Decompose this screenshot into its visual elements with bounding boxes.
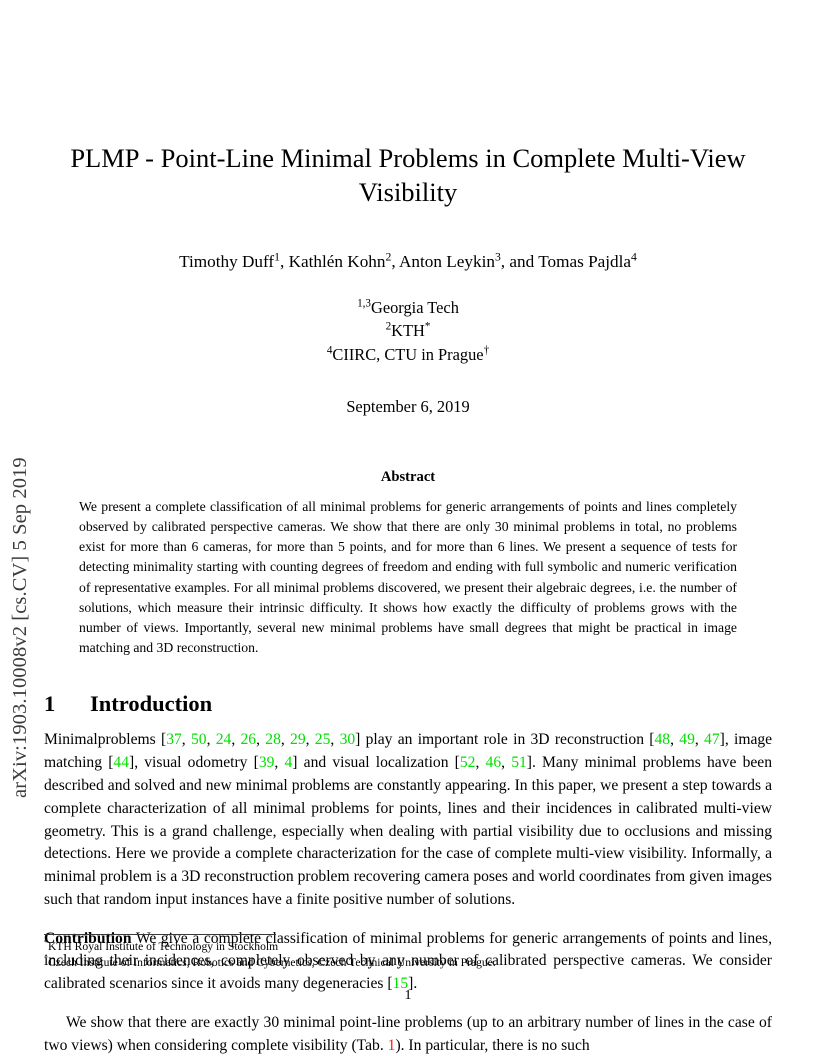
- arxiv-stamp-text: arXiv:1903.10008v2 [cs.CV] 5 Sep 2019: [8, 457, 31, 798]
- citation-link-30[interactable]: 30: [339, 731, 356, 749]
- author-sep-2: ,: [391, 251, 399, 271]
- footnote-divider: [44, 934, 276, 935]
- affiliation-2-marker: 2: [385, 321, 392, 333]
- citation-link-39[interactable]: 39: [258, 754, 275, 772]
- author-4-affil-marker: 4: [631, 250, 637, 264]
- citation-link-50[interactable]: 50: [190, 731, 207, 749]
- text-seg: ], visual odometry [: [129, 754, 259, 772]
- text-seg: ] and visual localization [: [292, 754, 460, 772]
- paper-content-column: PLMP - Point-Line Minimal Problems in Co…: [44, 0, 772, 1056]
- text-seg: Minimalproblems [: [44, 731, 167, 749]
- citation-link-29[interactable]: 29: [290, 731, 306, 749]
- text-seg: ,: [181, 731, 191, 749]
- footnote-1-text: KTH Royal Institute of Technology in Sto…: [47, 940, 279, 953]
- text-seg: ). In particular, there is no such: [395, 1036, 590, 1054]
- affiliation-line-2: 2KTH*: [44, 319, 772, 342]
- author-2-name: Kathlén Kohn: [288, 251, 386, 271]
- publication-date: September 6, 2019: [346, 397, 470, 417]
- author-4-name: Tomas Pajdla: [538, 251, 632, 271]
- text-seg: ,: [231, 731, 241, 749]
- footnote-2-text: Czech Institute of Informatics, Robotics…: [47, 956, 496, 970]
- author-3-name: Anton Leykin: [399, 251, 495, 271]
- page-number: 1: [404, 988, 412, 1003]
- author-list: Timothy Duff1, Kathlén Kohn2, Anton Leyk…: [44, 251, 772, 273]
- text-seg: ,: [274, 754, 285, 772]
- citation-link-4[interactable]: 4: [284, 754, 293, 772]
- affiliation-1-text: Georgia Tech: [371, 298, 459, 318]
- affiliation-2-text: KTH: [391, 321, 425, 341]
- citation-link-49[interactable]: 49: [679, 731, 695, 749]
- section-number: 1: [44, 691, 56, 717]
- affiliation-3-footnote-marker: †: [483, 344, 490, 357]
- affiliation-3-text: CIIRC, CTU in Prague: [332, 344, 484, 364]
- author-sep-3: , and: [500, 251, 539, 271]
- affiliation-3-marker: 4: [326, 344, 333, 357]
- text-seg: ], image matching [: [44, 731, 773, 772]
- citation-link-48[interactable]: 48: [654, 731, 671, 749]
- affiliation-block: 1,3Georgia Tech 2KTH* 4CIIRC, CTU in Pra…: [44, 296, 772, 366]
- author-1-affil-marker: 1: [274, 250, 280, 264]
- text-seg: We show that there are exactly 30 minima…: [44, 1013, 772, 1054]
- affiliation-1-marker: 1,3: [357, 297, 371, 310]
- section-title: Introduction: [90, 691, 213, 717]
- citation-link-44[interactable]: 44: [113, 754, 129, 772]
- text-seg: ,: [475, 754, 486, 772]
- paragraph-runin-heading: Contribution: [44, 929, 132, 947]
- citation-link-28[interactable]: 28: [265, 731, 281, 749]
- text-seg: ,: [305, 731, 315, 749]
- affiliation-line-3: 4CIIRC, CTU in Prague†: [44, 343, 772, 366]
- affiliation-line-1: 1,3Georgia Tech: [44, 296, 772, 319]
- author-sep-1: ,: [280, 251, 289, 271]
- citation-link-46[interactable]: 46: [485, 754, 502, 772]
- citation-link-37[interactable]: 37: [166, 731, 182, 749]
- citation-link-52[interactable]: 52: [459, 754, 476, 772]
- abstract-heading: Abstract: [380, 469, 436, 486]
- text-seg: ,: [280, 731, 291, 749]
- footnote-2: †Czech Institute of Informatics, Robotic…: [44, 955, 772, 971]
- section-heading-introduction: 1 Introduction: [44, 691, 772, 717]
- paragraph-introduction: Minimalproblems [37, 50, 24, 26, 28, 29,…: [44, 729, 772, 912]
- text-seg: ]. Many minimal problems have been descr…: [44, 754, 773, 909]
- author-1-name: Timothy Duff: [179, 251, 275, 271]
- text-seg: ,: [501, 754, 512, 772]
- text-seg: ,: [694, 731, 705, 749]
- text-seg: We give a complete classification of min…: [44, 929, 772, 993]
- table-reference-link-1[interactable]: 1: [387, 1036, 396, 1054]
- footnote-area: *KTH Royal Institute of Technology in St…: [44, 934, 772, 972]
- author-2-affil-marker: 2: [385, 250, 392, 264]
- citation-link-25[interactable]: 25: [314, 731, 331, 749]
- text-seg: ].: [408, 975, 418, 993]
- footnote-2-marker: †: [44, 954, 48, 964]
- arxiv-stamp: arXiv:1903.10008v2 [cs.CV] 5 Sep 2019: [0, 0, 40, 1056]
- paragraph-contribution: Contribution We give a complete classifi…: [44, 928, 772, 997]
- citation-link-47[interactable]: 47: [704, 731, 720, 749]
- text-seg: ,: [256, 731, 266, 749]
- abstract-section: Abstract We present a complete classific…: [79, 469, 737, 658]
- footnote-1: *KTH Royal Institute of Technology in St…: [44, 939, 772, 955]
- footnote-1-marker: *: [44, 938, 48, 948]
- author-3-affil-marker: 3: [494, 250, 501, 264]
- citation-link-26[interactable]: 26: [240, 731, 257, 749]
- paragraph-results-count: We show that there are exactly 30 minima…: [44, 1012, 772, 1056]
- text-seg: ,: [330, 731, 340, 749]
- citation-link-24[interactable]: 24: [215, 731, 232, 749]
- affiliation-2-footnote-marker: *: [424, 321, 431, 333]
- text-seg: ] play an important role in 3D reconstru…: [355, 731, 655, 749]
- page-title: PLMP - Point-Line Minimal Problems in Co…: [70, 143, 746, 207]
- citation-link-15[interactable]: 15: [392, 975, 409, 993]
- citation-link-51[interactable]: 51: [511, 754, 527, 772]
- text-seg: ,: [670, 731, 680, 749]
- text-seg: ,: [206, 731, 216, 749]
- abstract-body: We present a complete classification of …: [79, 499, 737, 656]
